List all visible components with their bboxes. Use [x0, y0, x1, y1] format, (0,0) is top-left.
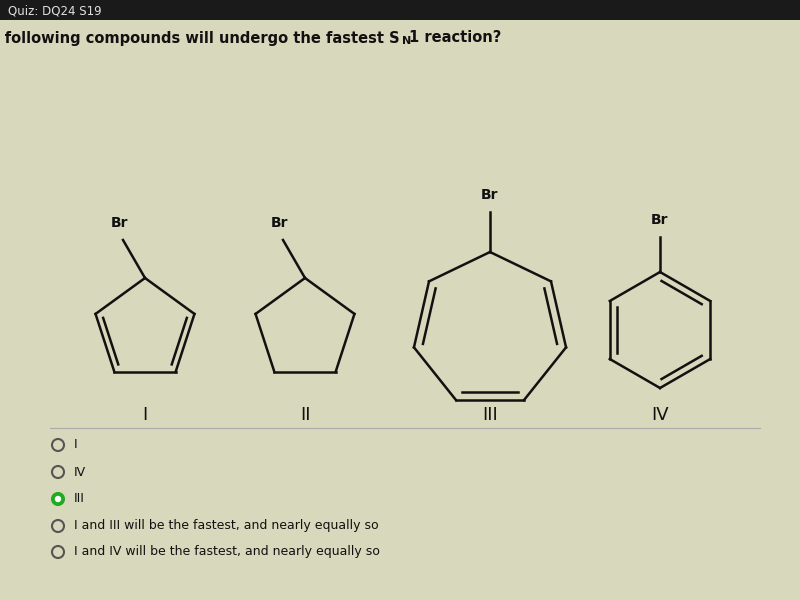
FancyBboxPatch shape	[0, 0, 800, 20]
Text: Br: Br	[270, 216, 288, 230]
Text: Br: Br	[482, 188, 498, 202]
Text: I: I	[74, 439, 78, 451]
Text: 1 reaction?: 1 reaction?	[409, 31, 502, 46]
Text: IV: IV	[74, 466, 86, 479]
Text: Which one of the following compounds will undergo the fastest S: Which one of the following compounds wil…	[0, 31, 400, 46]
Text: Br: Br	[110, 216, 128, 230]
Text: I and III will be the fastest, and nearly equally so: I and III will be the fastest, and nearl…	[74, 520, 378, 533]
Text: I: I	[142, 406, 148, 424]
Text: N: N	[402, 36, 411, 46]
Text: III: III	[74, 493, 85, 505]
Text: I and IV will be the fastest, and nearly equally so: I and IV will be the fastest, and nearly…	[74, 545, 380, 559]
Text: Br: Br	[651, 213, 669, 227]
Circle shape	[52, 493, 64, 505]
Circle shape	[55, 497, 61, 502]
Text: II: II	[300, 406, 310, 424]
Text: IV: IV	[651, 406, 669, 424]
Text: Quiz: DQ24 S19: Quiz: DQ24 S19	[8, 4, 102, 17]
Text: III: III	[482, 406, 498, 424]
